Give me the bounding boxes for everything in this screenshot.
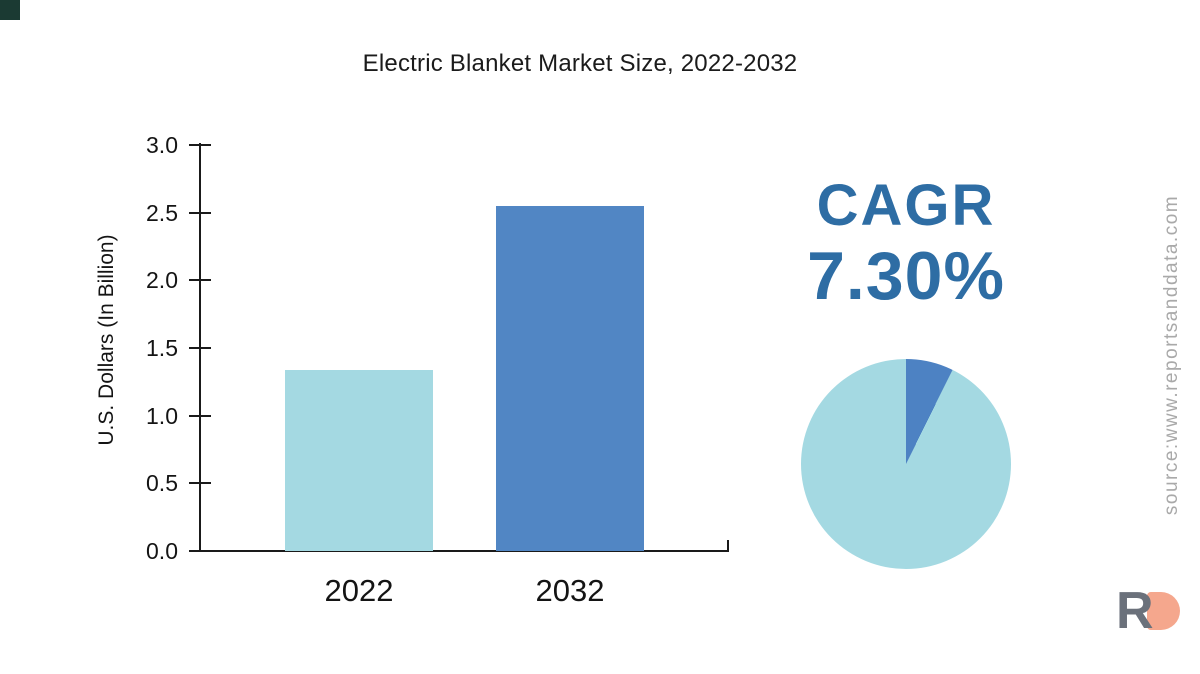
y-tick-label: 0.5: [146, 470, 178, 497]
cagr-block: CAGR 7.30%: [807, 173, 1005, 315]
y-tick-label: 1.0: [146, 402, 178, 429]
y-tick-mark: [189, 482, 211, 485]
y-tick-mark: [189, 211, 211, 214]
y-tick-label: 0.0: [146, 538, 178, 564]
bar-chart: 0.0 0.5 1.0 1.5 2.0 2.5 3.0 2022 2032: [146, 132, 729, 608]
logo-letter-r: R: [1116, 582, 1154, 640]
y-tick-mark: [189, 414, 211, 417]
y-tick-mark: [189, 144, 211, 146]
x-tick-label: 2022: [324, 573, 394, 608]
brand-logo: R: [1116, 582, 1180, 640]
y-tick-mark: [189, 550, 211, 552]
corner-mark: [0, 0, 20, 20]
source-note: source:www.reportsanddata.com: [1161, 194, 1182, 516]
y-tick-mark: [189, 347, 211, 349]
x-axis-line: [199, 550, 729, 552]
y-tick-label: 2.0: [146, 267, 178, 294]
y-axis-label: U.S. Dollars (In Billion): [95, 234, 118, 446]
bar-2032: [496, 205, 644, 551]
x-tick-label: 2032: [535, 573, 605, 608]
y-tick-label: 1.5: [146, 335, 178, 361]
chart-title: Electric Blanket Market Size, 2022-2032: [362, 50, 798, 77]
cagr-value: 7.30%: [807, 237, 1005, 314]
y-tick-label: 2.5: [146, 199, 178, 226]
cagr-label: CAGR: [816, 173, 996, 238]
x-axis-end-tick: [727, 540, 729, 551]
pie-chart: [801, 359, 1011, 569]
y-tick-mark: [189, 279, 211, 282]
y-tick-label: 3.0: [146, 132, 178, 158]
bar-2022: [285, 369, 433, 551]
logo-letter-d: [1146, 592, 1180, 630]
